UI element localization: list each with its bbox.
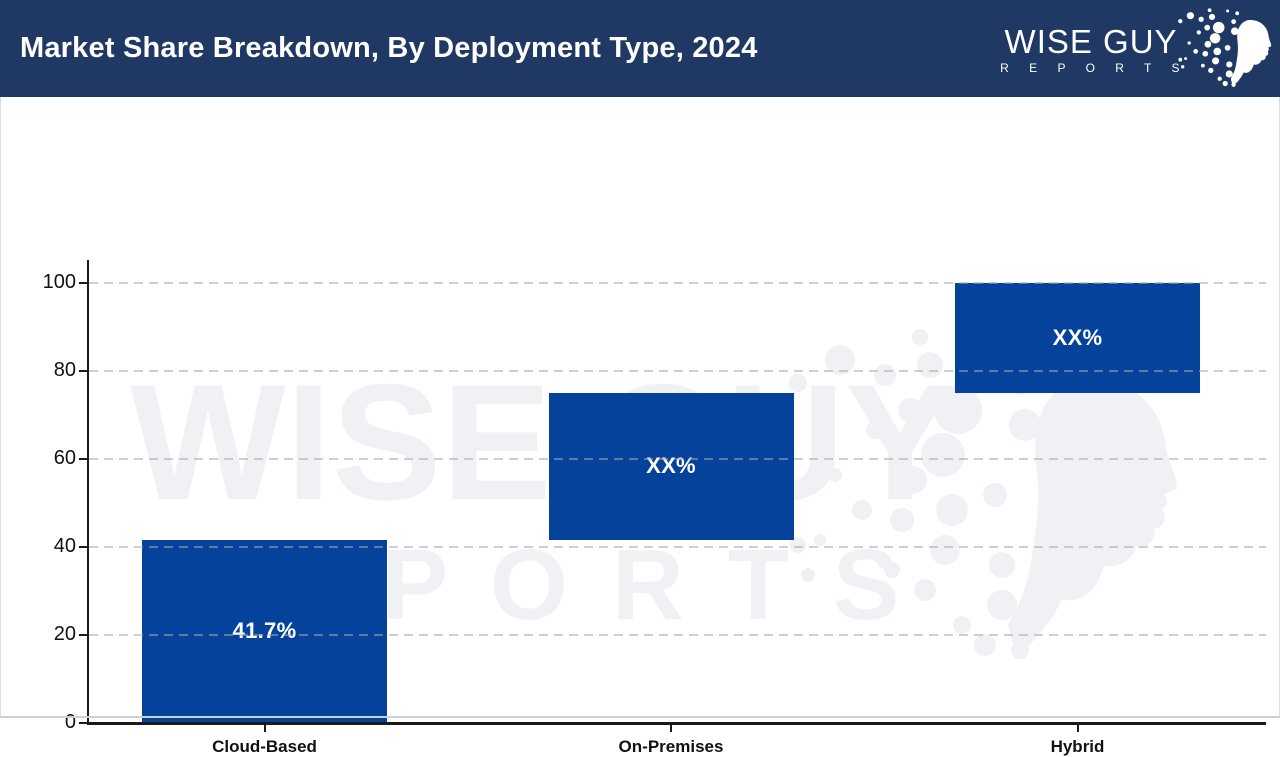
gridline <box>89 458 1266 460</box>
gridline <box>89 546 1266 548</box>
y-tick-label: 60 <box>53 447 76 469</box>
frame-border-left <box>0 97 1 717</box>
watermark-wordmark: WISE GUY <box>130 350 956 534</box>
bar-value-label: XX% <box>1052 325 1103 350</box>
x-tick-mark <box>263 724 266 732</box>
x-tick-label: Cloud-Based <box>212 737 317 756</box>
x-tick-mark <box>1076 724 1079 732</box>
bar: XX% <box>955 283 1200 393</box>
chart-area: WISE GUY R E P O R T S 41.7% XX% XX% 0 20 40 6… <box>0 97 1280 756</box>
y-tick-label: 40 <box>53 535 76 557</box>
header-bar: Market Share Breakdown, By Deployment Ty… <box>0 0 1280 97</box>
y-tick-mark <box>79 546 87 548</box>
logo-subtext: R E P O R T S <box>1000 60 1188 75</box>
y-tick-label: 20 <box>53 623 76 645</box>
frame-border-bottom <box>0 716 1280 718</box>
wiseguy-logo: WISE GUY R E P O R T S <box>994 4 1272 94</box>
gridline <box>89 282 1266 284</box>
bar-value-label: XX% <box>646 453 696 479</box>
y-axis <box>87 260 89 725</box>
bar-value-label: 41.7% <box>232 618 297 644</box>
x-tick-mark <box>670 724 672 732</box>
bar: XX% <box>548 393 794 540</box>
y-tick-mark <box>79 282 87 284</box>
gridline <box>89 370 1266 372</box>
gridline <box>89 634 1266 636</box>
page-title: Market Share Breakdown, By Deployment Ty… <box>20 32 758 64</box>
logo-wordmark: WISE GUY <box>1004 22 1178 60</box>
y-tick-mark <box>79 634 87 636</box>
x-tick-label: Hybrid <box>1050 737 1105 756</box>
bar: 41.7% <box>142 539 387 723</box>
y-tick-mark <box>79 458 87 460</box>
face-profile-icon <box>1178 8 1272 87</box>
y-tick-label: 80 <box>53 359 76 381</box>
y-tick-mark <box>79 722 87 724</box>
y-tick-label: 100 <box>42 271 76 293</box>
y-tick-label: 0 <box>64 711 76 733</box>
y-tick-mark <box>79 370 87 372</box>
x-tick-label: On-Premises <box>618 737 724 756</box>
wiseguy-face-icon <box>1176 5 1272 93</box>
logo-text: WISE GUY R E P O R T S <box>994 25 1188 74</box>
